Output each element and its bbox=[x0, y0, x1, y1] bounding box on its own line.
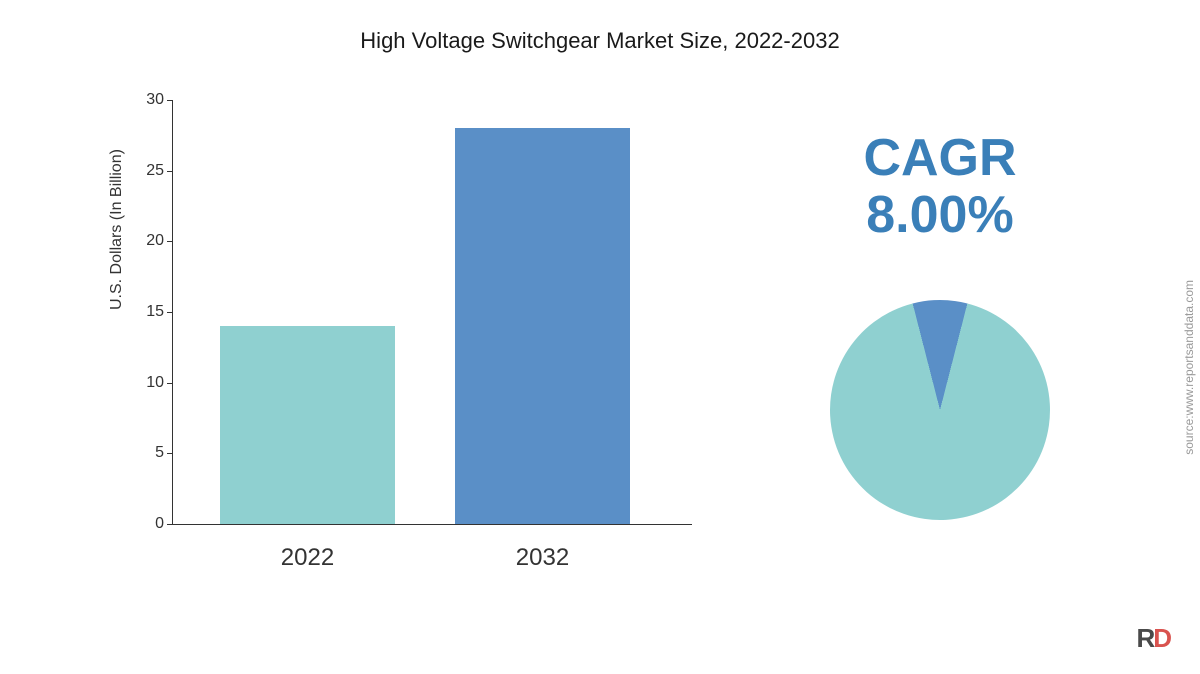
y-axis-label: U.S. Dollars (In Billion) bbox=[108, 149, 126, 310]
pie-chart bbox=[806, 276, 1074, 544]
cagr-value: 8.00% bbox=[800, 187, 1080, 244]
y-tick-label: 20 bbox=[140, 232, 164, 250]
cagr-block: CAGR 8.00% bbox=[800, 130, 1080, 244]
logo-d: D bbox=[1153, 623, 1170, 653]
logo: RD bbox=[1136, 623, 1170, 654]
y-tick-mark bbox=[167, 312, 173, 313]
y-tick-label: 30 bbox=[140, 91, 164, 109]
source-label: source:www.reportsanddata.com bbox=[1182, 280, 1196, 455]
y-tick-mark bbox=[167, 453, 173, 454]
y-tick-label: 15 bbox=[140, 303, 164, 321]
logo-r: R bbox=[1136, 623, 1153, 653]
y-tick-mark bbox=[167, 100, 173, 101]
x-axis-line bbox=[172, 524, 692, 525]
y-tick-label: 0 bbox=[140, 515, 164, 533]
y-tick-label: 10 bbox=[140, 374, 164, 392]
y-tick-mark bbox=[167, 383, 173, 384]
y-tick-label: 5 bbox=[140, 444, 164, 462]
chart-container: High Voltage Switchgear Market Size, 202… bbox=[0, 0, 1200, 674]
y-tick-mark bbox=[167, 171, 173, 172]
y-tick-mark bbox=[167, 241, 173, 242]
cagr-title: CAGR bbox=[800, 130, 1080, 187]
bar-2022 bbox=[220, 326, 395, 524]
y-tick-label: 25 bbox=[140, 162, 164, 180]
chart-title: High Voltage Switchgear Market Size, 202… bbox=[0, 28, 1200, 54]
x-label-2032: 2032 bbox=[455, 544, 630, 572]
x-label-2022: 2022 bbox=[220, 544, 395, 572]
y-tick-mark bbox=[167, 524, 173, 525]
bar-2032 bbox=[455, 128, 630, 524]
